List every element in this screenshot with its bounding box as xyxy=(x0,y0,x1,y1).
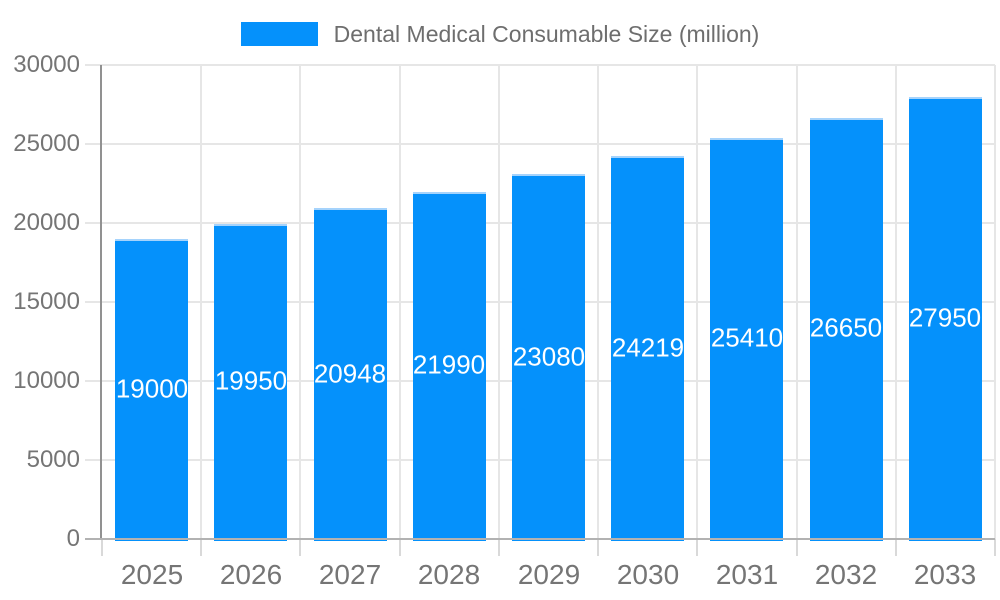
y-axis-tick-mark xyxy=(85,380,102,382)
gridline-vertical xyxy=(299,65,301,539)
bar-2029 xyxy=(512,174,585,541)
bar-2026 xyxy=(214,224,287,541)
bar-2030 xyxy=(611,156,684,541)
gridline-horizontal xyxy=(102,64,995,66)
x-axis-tick-mark xyxy=(299,539,301,556)
y-axis-tick-label: 15000 xyxy=(13,288,80,315)
y-axis-tick-mark xyxy=(85,143,102,145)
y-axis-tick-label: 25000 xyxy=(13,130,80,157)
bar-value-label: 20948 xyxy=(313,358,387,389)
bar-value-label: 21990 xyxy=(412,349,486,380)
bar-2033 xyxy=(909,97,982,541)
y-axis-tick-mark xyxy=(85,459,102,461)
x-axis-tick-mark xyxy=(200,539,202,556)
x-axis-tick-label: 2033 xyxy=(913,559,977,590)
x-axis-tick-mark xyxy=(597,539,599,556)
bar-2031 xyxy=(710,138,783,541)
x-axis-tick-mark xyxy=(696,539,698,556)
bar-value-label: 27950 xyxy=(908,302,982,333)
y-axis-tick-label: 0 xyxy=(66,525,80,552)
x-axis-tick-mark xyxy=(796,539,798,556)
bar-value-label: 19950 xyxy=(214,365,288,396)
x-axis-tick-label: 2030 xyxy=(616,559,680,590)
bar-value-label: 19000 xyxy=(115,373,189,404)
x-axis-tick-mark xyxy=(399,539,401,556)
x-axis-tick-label: 2029 xyxy=(517,559,581,590)
x-axis-tick-label: 2032 xyxy=(814,559,878,590)
legend-swatch xyxy=(240,22,318,46)
bar-value-label: 25410 xyxy=(710,322,784,353)
y-axis-line xyxy=(100,65,102,539)
y-axis-tick-label: 30000 xyxy=(13,51,80,78)
x-axis-tick-mark xyxy=(498,539,500,556)
x-axis-tick-mark xyxy=(101,539,103,556)
gridline-vertical xyxy=(895,65,897,539)
gridline-vertical xyxy=(498,65,500,539)
bar-2025 xyxy=(115,239,188,541)
legend-label: Dental Medical Consumable Size (million) xyxy=(333,21,760,47)
y-axis-tick-label: 5000 xyxy=(26,446,80,473)
bar-value-label: 23080 xyxy=(512,341,586,372)
chart-legend: Dental Medical Consumable Size (million) xyxy=(0,22,1000,46)
y-axis-tick-mark xyxy=(85,222,102,224)
gridline-vertical xyxy=(796,65,798,539)
x-axis-tick-mark xyxy=(994,539,996,556)
bar-value-label: 24219 xyxy=(611,332,685,363)
bar-2027 xyxy=(314,208,387,541)
bar-2032 xyxy=(810,118,883,541)
y-axis-tick-mark xyxy=(85,64,102,66)
gridline-vertical xyxy=(200,65,202,539)
y-axis-tick-mark xyxy=(85,301,102,303)
x-axis-line xyxy=(85,538,995,540)
gridline-vertical xyxy=(399,65,401,539)
gridline-vertical xyxy=(597,65,599,539)
legend-item[interactable]: Dental Medical Consumable Size (million) xyxy=(240,21,760,47)
x-axis-tick-mark xyxy=(895,539,897,556)
y-axis-tick-label: 20000 xyxy=(13,209,80,236)
x-axis-tick-label: 2027 xyxy=(318,559,382,590)
x-axis-tick-label: 2026 xyxy=(219,559,283,590)
x-axis-tick-label: 2025 xyxy=(120,559,184,590)
gridline-vertical xyxy=(994,65,996,539)
y-axis-tick-label: 10000 xyxy=(13,367,80,394)
gridline-horizontal xyxy=(102,143,995,145)
bar-value-label: 26650 xyxy=(809,312,883,343)
x-axis-tick-label: 2031 xyxy=(715,559,779,590)
gridline-vertical xyxy=(696,65,698,539)
bar-2028 xyxy=(413,192,486,541)
x-axis-tick-label: 2028 xyxy=(417,559,481,590)
